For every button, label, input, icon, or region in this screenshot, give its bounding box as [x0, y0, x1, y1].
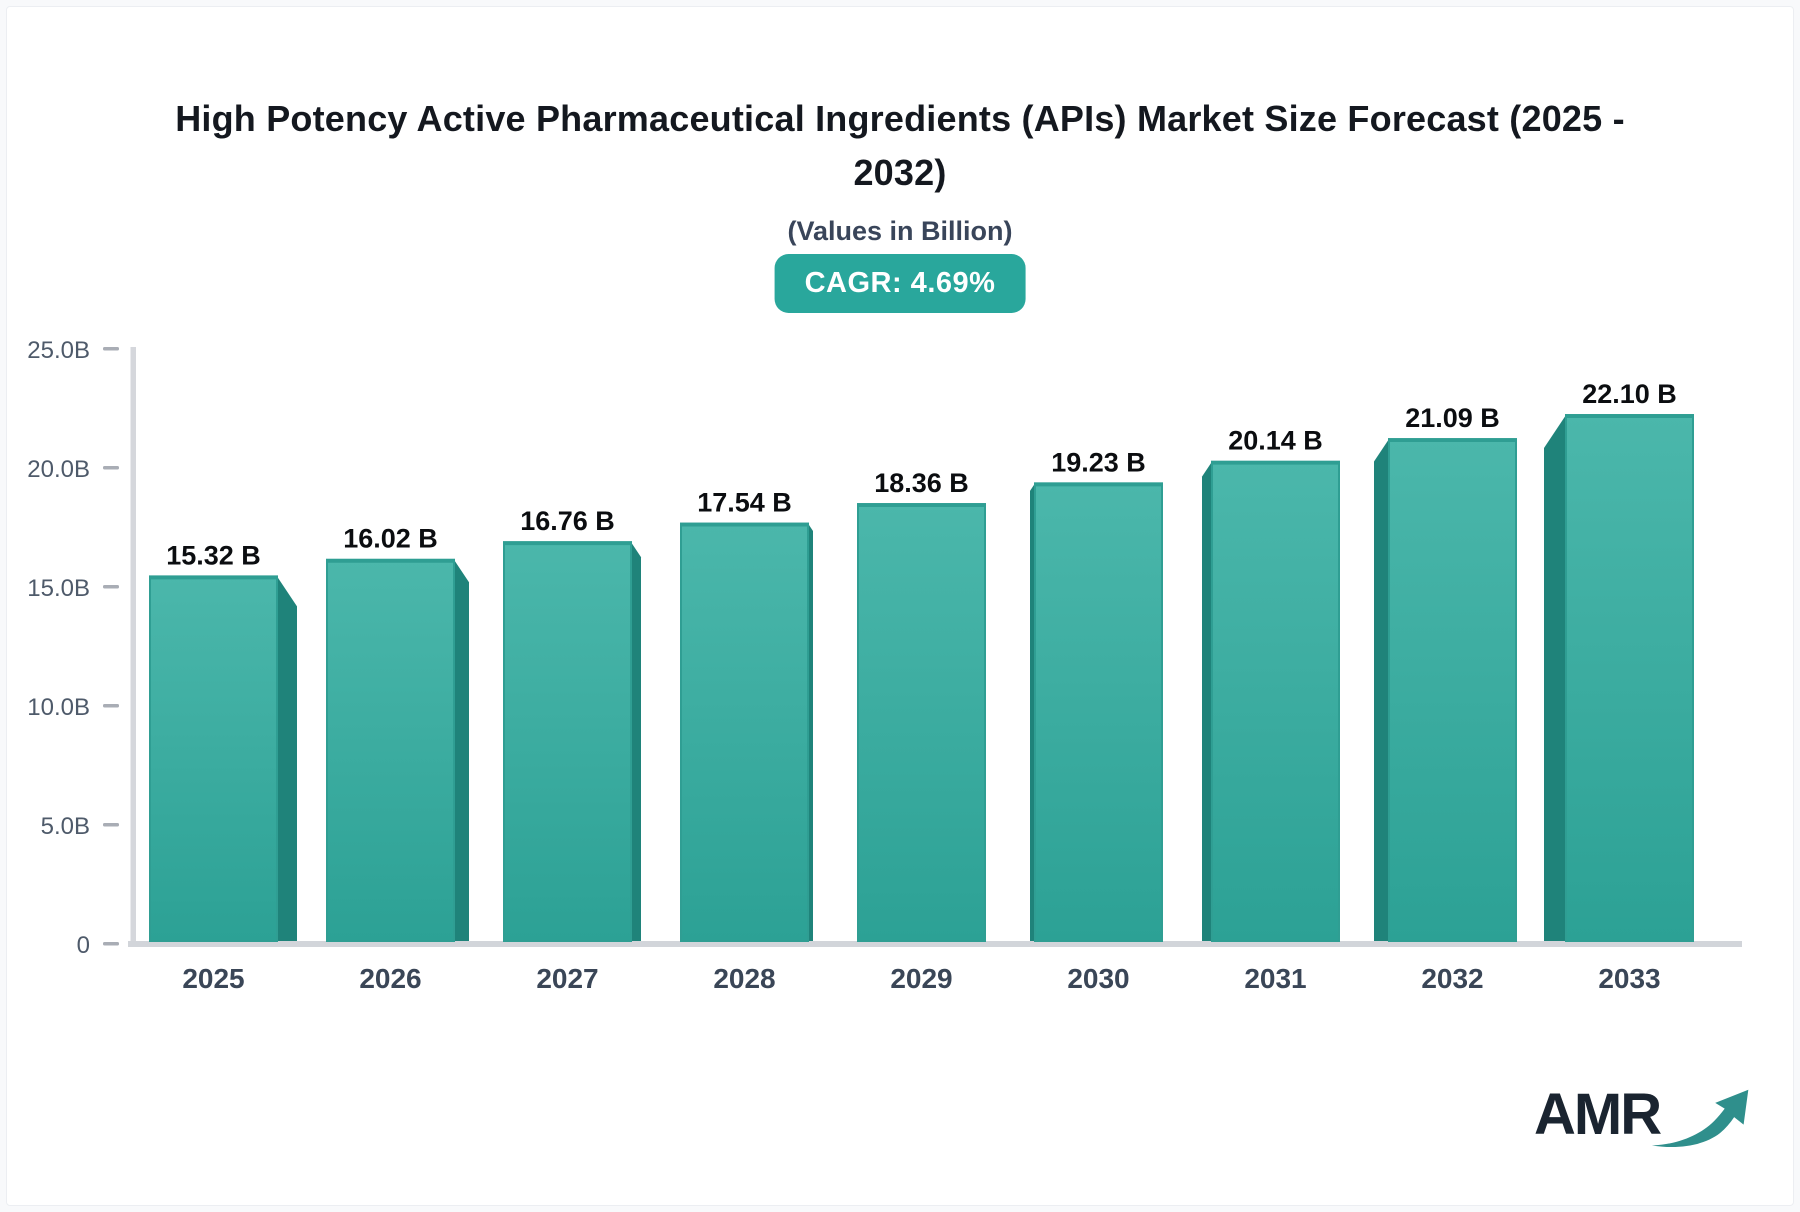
- x-axis-label: 2033: [1598, 963, 1660, 994]
- bar-side: [808, 523, 813, 941]
- bar-value-label: 19.23 B: [1051, 447, 1146, 477]
- x-axis-label: 2031: [1244, 963, 1306, 994]
- x-axis-label: 2032: [1421, 963, 1483, 994]
- bar-value-label: 21.09 B: [1405, 403, 1500, 433]
- x-axis-label: 2027: [536, 963, 598, 994]
- bar: [326, 558, 455, 942]
- y-axis-tick: [103, 466, 119, 470]
- bar: [1388, 438, 1517, 942]
- bar: [503, 541, 632, 942]
- bar-side: [1374, 439, 1389, 941]
- cagr-badge: CAGR: 4.69%: [774, 254, 1026, 313]
- bar: [1211, 460, 1340, 942]
- bar-side: [454, 559, 469, 941]
- y-axis-label: 10.0B: [27, 694, 90, 721]
- y-axis-tick: [103, 942, 119, 946]
- growth-arrow-icon: [1651, 1089, 1749, 1148]
- y-axis-label: 15.0B: [27, 575, 90, 602]
- x-axis-label: 2030: [1067, 963, 1129, 994]
- x-axis-label: 2028: [713, 963, 775, 994]
- bar-value-label: 20.14 B: [1228, 426, 1323, 456]
- y-axis-tick: [103, 704, 119, 708]
- bar-value-label: 22.10 B: [1582, 379, 1677, 409]
- y-axis-label: 0: [77, 932, 90, 959]
- x-axis-label: 2029: [890, 963, 952, 994]
- bar-side: [1202, 461, 1212, 941]
- bar: [149, 575, 278, 942]
- y-axis-tick: [103, 585, 119, 589]
- amr-logo-text: AMR: [1534, 1082, 1662, 1147]
- bar-side: [1030, 483, 1035, 941]
- y-axis-label: 20.0B: [27, 456, 90, 483]
- bar: [857, 503, 986, 942]
- y-axis-tick: [103, 347, 119, 351]
- bar-value-label: 17.54 B: [697, 488, 792, 518]
- bar-value-label: 15.32 B: [166, 540, 261, 570]
- bar: [680, 522, 809, 942]
- bar-value-label: 16.02 B: [343, 524, 438, 554]
- y-axis-line: [130, 347, 136, 947]
- chart-title: High Potency Active Pharmaceutical Ingre…: [175, 98, 1625, 193]
- x-axis-line: [128, 941, 1742, 947]
- y-axis-tick: [103, 823, 119, 827]
- y-axis-label: 25.0B: [27, 337, 90, 364]
- bar: [1034, 482, 1163, 942]
- x-axis-label: 2026: [359, 963, 421, 994]
- chart-subtitle: (Values in Billion): [787, 216, 1013, 246]
- y-axis-label: 5.0B: [41, 813, 90, 840]
- bar: [1565, 414, 1694, 942]
- bar-side: [631, 542, 641, 941]
- x-axis-label: 2025: [182, 963, 244, 994]
- amr-logo: AMR: [1534, 1086, 1754, 1150]
- bar-value-label: 18.36 B: [874, 468, 969, 498]
- bar-side: [277, 576, 297, 941]
- bar-side: [1544, 415, 1566, 941]
- bar-value-label: 16.76 B: [520, 506, 615, 536]
